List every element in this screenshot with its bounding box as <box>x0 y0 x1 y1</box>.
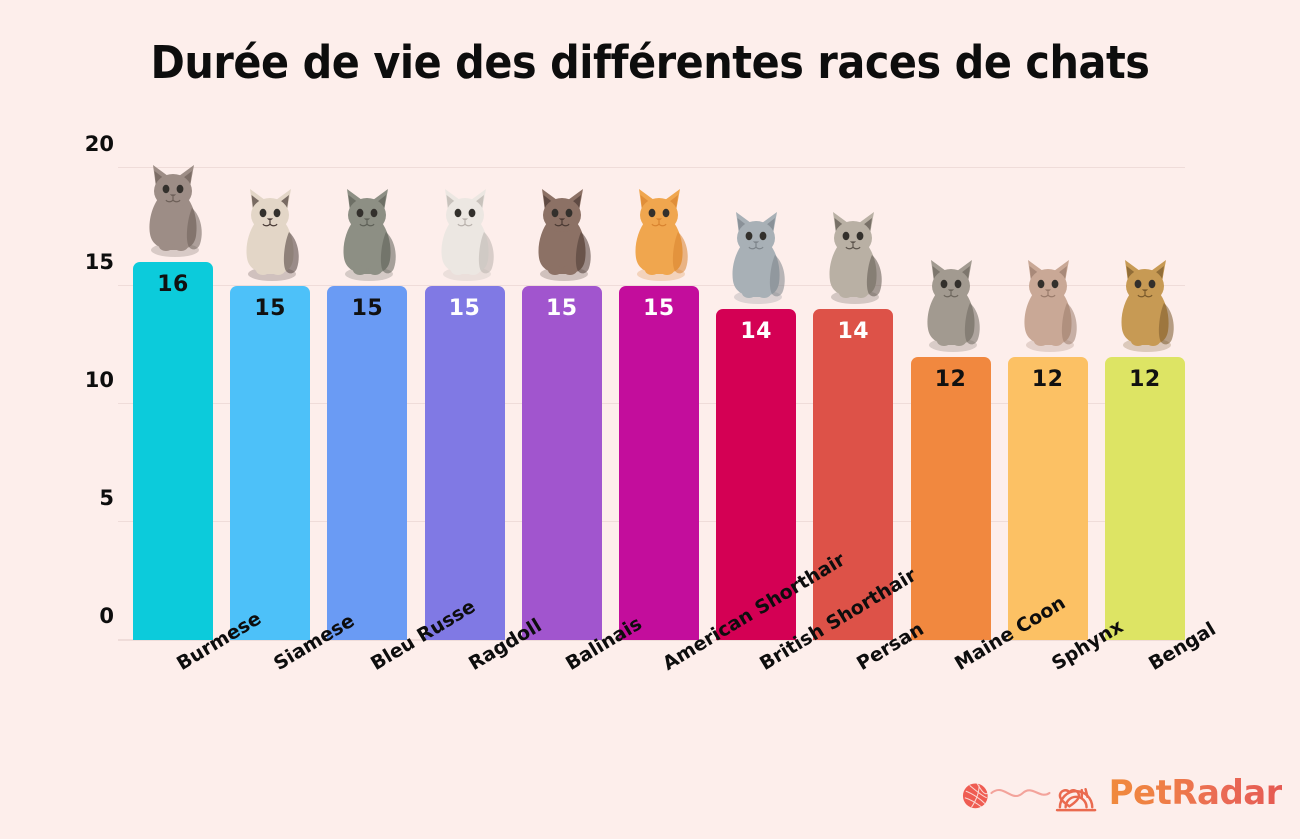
american-shorthair-cat-image <box>616 166 702 286</box>
bar[interactable]: 12 <box>1104 259 1185 640</box>
bar-slot: 14 <box>713 144 799 640</box>
bengal-cat-image <box>1102 237 1188 357</box>
bar-value-label: 15 <box>448 295 481 321</box>
bar-slot: 15 <box>230 144 311 640</box>
gridline <box>118 166 1185 168</box>
chart-plot-area: 0 5 10 15 20 16 15 15 15 15 15 14 14 12 12 12 <box>85 132 1185 641</box>
y-axis-tick-label: 5 <box>99 485 114 510</box>
bar-slot: 15 <box>521 144 602 640</box>
persian-cat-image <box>810 189 896 309</box>
x-label-slot: Burmese <box>133 607 265 768</box>
bar-slot: 15 <box>618 144 699 640</box>
bar-slot: 12 <box>1104 144 1185 640</box>
bar-series: 16 15 15 15 15 15 14 14 12 12 12 <box>133 144 1185 640</box>
balinese-cat-image <box>519 166 605 286</box>
y-axis-tick-label: 0 <box>99 604 114 628</box>
bar-value-label: 15 <box>351 295 384 321</box>
bar-value-label: 12 <box>934 366 967 392</box>
bar[interactable]: 15 <box>230 188 311 640</box>
x-label-slot: Sphynx <box>1008 615 1127 768</box>
x-label-slot: Bleu Russe <box>327 595 479 768</box>
bar-value-label: 14 <box>837 319 870 345</box>
maine-coon-cat-image <box>908 237 994 357</box>
x-label-slot: Bengal <box>1105 618 1220 768</box>
x-label-slot: Siamese <box>230 610 358 768</box>
sphynx-cat-image <box>1005 237 1091 357</box>
x-axis-baseline <box>118 639 1185 641</box>
bar-value-label: 15 <box>545 295 578 321</box>
logo-mark-icon <box>962 783 1097 812</box>
petradar-logo: PetRadar <box>962 755 1283 831</box>
y-axis-tick-label: 15 <box>84 249 114 274</box>
burmese-cat-image <box>130 142 216 262</box>
bar-slot: 15 <box>424 144 505 640</box>
russian-blue-cat-image <box>324 166 410 286</box>
ragdoll-cat-image <box>422 166 508 286</box>
logo-wordmark: PetRadar <box>1108 773 1283 813</box>
siamese-cat-image <box>227 166 313 286</box>
bar-value-label: 12 <box>1031 366 1064 392</box>
bar-slot: 12 <box>910 144 991 640</box>
page-title: Durée de vie des différentes races de ch… <box>150 36 1150 89</box>
x-label-slot: Balinais <box>522 612 646 768</box>
bar-value-label: 16 <box>157 272 189 298</box>
x-axis-labels: Burmese Siamese Bleu Russe Ragdoll Balinais A… <box>133 549 1220 768</box>
british-shorthair-cat-image <box>713 189 799 309</box>
bar[interactable]: 15 <box>424 188 505 640</box>
y-axis-tick-label: 10 <box>84 367 114 392</box>
bar-value-label: 15 <box>254 295 286 321</box>
bar-slot: 16 <box>133 144 213 640</box>
y-axis-tick-label: 20 <box>84 131 114 156</box>
gridline <box>118 284 1185 286</box>
bar-value-label: 15 <box>643 295 675 321</box>
bar-slot: 12 <box>1005 144 1091 640</box>
x-label-slot: Ragdoll <box>425 614 546 768</box>
x-label-slot: American Shorthair <box>619 549 849 768</box>
bar-value-label: 14 <box>740 319 772 345</box>
bar[interactable]: 12 <box>910 259 991 640</box>
bar[interactable]: 16 <box>133 165 213 640</box>
bar[interactable]: 15 <box>618 188 699 640</box>
bar-slot: 15 <box>327 144 408 640</box>
bar[interactable]: 15 <box>327 188 408 640</box>
x-label-slot: British Shorthair <box>716 564 920 768</box>
bar[interactable]: 15 <box>521 188 602 640</box>
x-label-slot: Persan <box>813 618 928 768</box>
bar-value-label: 12 <box>1129 366 1161 392</box>
x-label-slot: Maine Coon <box>911 592 1069 768</box>
